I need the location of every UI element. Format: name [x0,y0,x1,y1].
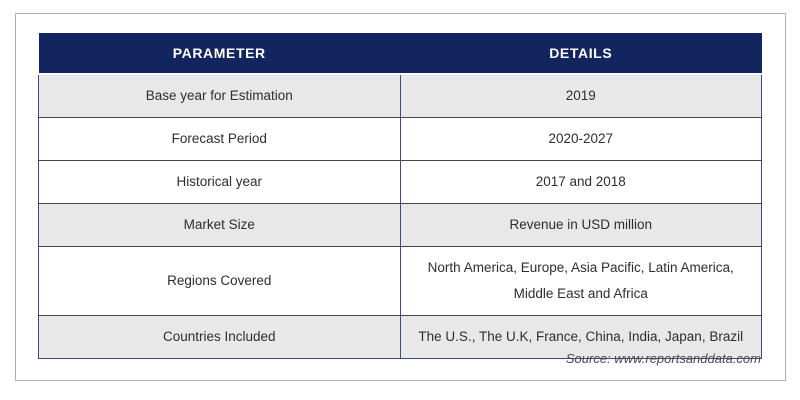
details-column-header: DETAILS [400,33,762,75]
table-row: Regions Covered North America, Europe, A… [38,246,762,316]
table-row: Historical year 2017 and 2018 [38,160,762,204]
table-row: Forecast Period 2020-2027 [38,117,762,161]
parameter-cell: Historical year [38,160,400,204]
parameter-cell: Base year for Estimation [38,73,400,118]
details-cell: 2017 and 2018 [399,160,762,204]
parameter-cell: Market Size [38,203,400,247]
table-row: Countries Included The U.S., The U.K, Fr… [38,315,762,359]
details-cell: Revenue in USD million [399,203,762,247]
table-body: Base year for Estimation 2019 Forecast P… [38,73,762,359]
table-row: Market Size Revenue in USD million [38,203,762,247]
parameter-cell: Countries Included [38,315,400,359]
table-row: Base year for Estimation 2019 [38,73,762,118]
details-cell: 2020-2027 [399,117,762,161]
table-header-row: PARAMETER DETAILS [38,33,762,75]
details-cell: The U.S., The U.K, France, China, India,… [399,315,762,359]
summary-card: PARAMETER DETAILS Base year for Estimati… [15,13,786,381]
details-cell: North America, Europe, Asia Pacific, Lat… [399,246,762,316]
parameter-column-header: PARAMETER [38,33,400,75]
parameters-table: PARAMETER DETAILS Base year for Estimati… [38,33,762,359]
source-attribution: Source: www.reportsanddata.com [565,351,761,366]
parameter-cell: Forecast Period [38,117,400,161]
details-cell: 2019 [399,73,762,118]
parameter-cell: Regions Covered [38,246,400,316]
